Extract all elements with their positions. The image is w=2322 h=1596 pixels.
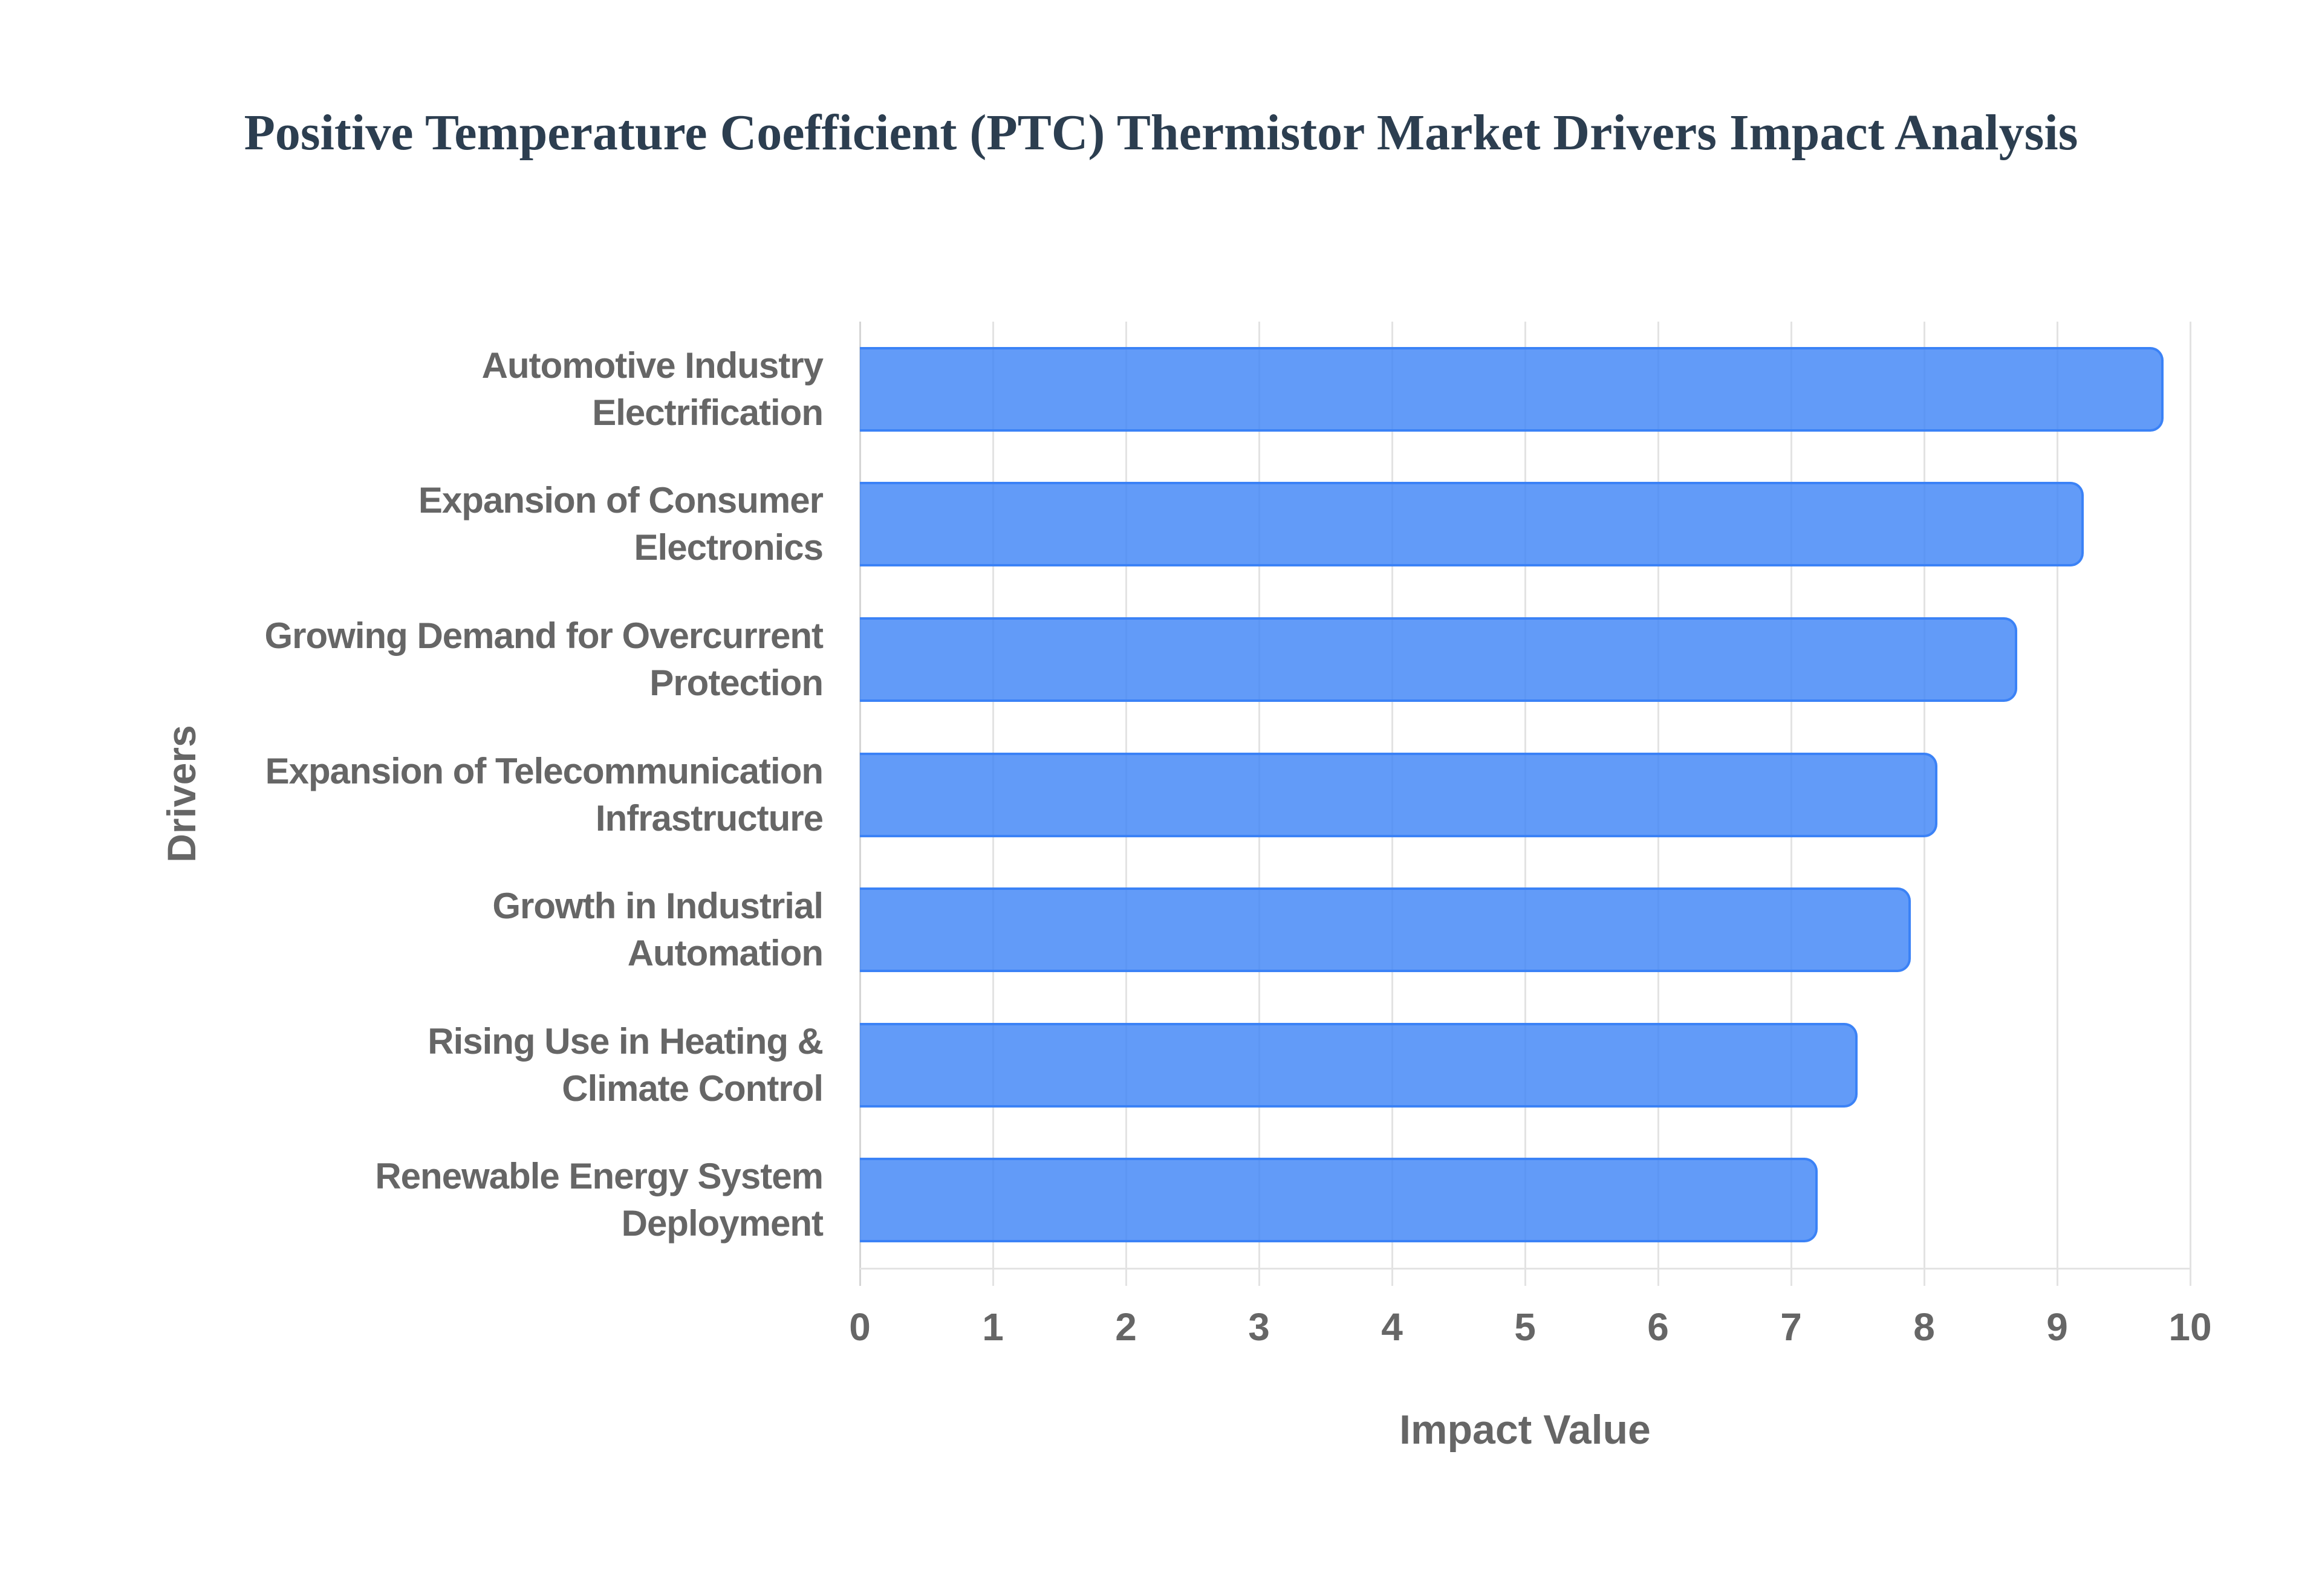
y-tick-label-line: Electrification — [592, 392, 824, 433]
y-tick-label-line: Infrastructure — [595, 797, 824, 839]
bar[interactable] — [860, 1022, 1858, 1108]
y-tick-label: Expansion of Telecommunication Infrastruc… — [218, 748, 824, 842]
x-tick-label: 1 — [982, 1305, 1004, 1349]
y-tick-label-line: Growth in Industrial — [492, 886, 824, 927]
y-tick-label: Renewable Energy System Deployment — [218, 1153, 824, 1247]
y-tick-label-line: Rising Use in Heating & — [428, 1020, 824, 1062]
y-tick-label-line: Expansion of Telecommunication — [265, 750, 824, 791]
y-tick-label: Expansion of Consumer Electronics — [218, 477, 824, 571]
x-tick-label: 2 — [1115, 1305, 1137, 1349]
x-tick-label: 3 — [1248, 1305, 1270, 1349]
bar[interactable] — [860, 1158, 1818, 1243]
x-axis-title: Impact Value — [1399, 1407, 1651, 1453]
y-tick-label-line: Automotive Industry — [481, 345, 824, 386]
y-tick-label: Growing Demand for Overcurrent Protection — [218, 612, 824, 707]
y-tick-label-line: Automation — [627, 933, 824, 974]
x-tick-label: 9 — [2046, 1305, 2068, 1349]
bar[interactable] — [860, 887, 1911, 973]
y-tick-label-line: Electronics — [634, 527, 824, 568]
y-tick-label: Rising Use in Heating & Climate Control — [218, 1018, 824, 1112]
y-tick-label: Growth in Industrial Automation — [218, 883, 824, 977]
y-tick-label-line: Climate Control — [562, 1068, 824, 1109]
bar[interactable] — [860, 482, 2084, 567]
bar[interactable] — [860, 617, 2017, 702]
bar[interactable] — [860, 346, 2164, 432]
y-tick-label-line: Expansion of Consumer — [418, 480, 824, 521]
x-tick-label: 7 — [1780, 1305, 1802, 1349]
x-tick-label: 0 — [849, 1305, 871, 1349]
y-tick-label-line: Growing Demand for Overcurrent — [264, 615, 824, 656]
bar[interactable] — [860, 752, 1937, 837]
y-axis-title: Drivers — [159, 725, 204, 863]
chart-title: Positive Temperature Coefficient (PTC) T… — [244, 105, 2078, 161]
gridline — [2190, 322, 2191, 1286]
x-tick-label: 8 — [1913, 1305, 1935, 1349]
x-tick-label: 6 — [1647, 1305, 1669, 1349]
gridline — [2057, 322, 2058, 1286]
y-tick-label-line: Deployment — [621, 1203, 824, 1244]
y-tick-label-line: Renewable Energy System — [375, 1156, 824, 1197]
y-tick-label: Automotive Industry Electrification — [218, 342, 824, 436]
x-tick-label: 10 — [2168, 1305, 2212, 1349]
x-tick-label: 5 — [1514, 1305, 1536, 1349]
y-tick-label-line: Protection — [649, 662, 824, 703]
x-tick-label: 4 — [1381, 1305, 1403, 1349]
plot-area — [859, 322, 2191, 1286]
